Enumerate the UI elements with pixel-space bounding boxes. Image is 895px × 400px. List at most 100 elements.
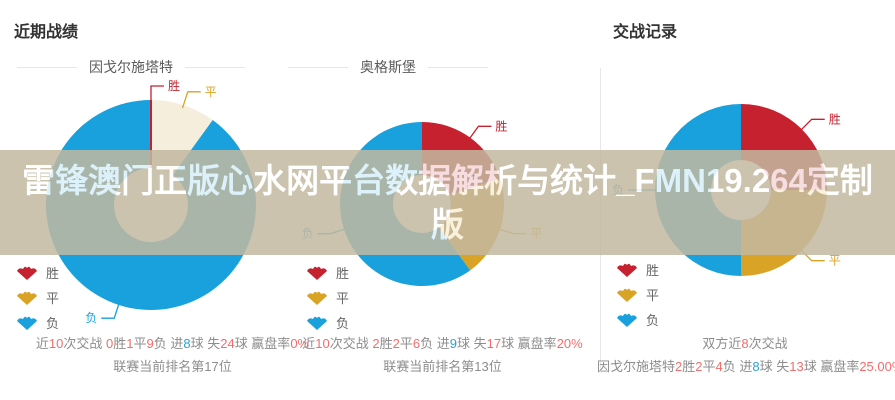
stat-segment: 13 [789,359,804,374]
decorative-line [288,66,348,68]
slice-label-win: 胜 [829,111,841,126]
legend-item-loss[interactable]: 负 [16,310,59,335]
fan-icon-win [17,266,37,280]
fan-icon-loss [307,316,327,330]
stat-segment: 次交战 [748,336,788,351]
stat-segment: 8 [752,359,760,374]
label-leader-line-draw [181,91,201,109]
stat-segment: 24 [220,336,235,351]
stat-segment: 联赛当前排名第13位 [383,359,502,374]
legend-item-loss[interactable]: 负 [616,307,659,332]
stat-segment: 25.00% [859,359,895,374]
legend-item-draw[interactable]: 平 [306,285,349,310]
legend-ingolstadt: 胜平负 [16,260,59,335]
stat-segment: 近 [302,336,316,351]
slice-label-win: 胜 [168,78,180,93]
fan-icon-win [307,266,327,280]
stat-segment: 10 [48,336,64,351]
slice-label-draw: 平 [205,85,217,99]
slice-label-win: 胜 [495,118,507,133]
stat-segment: 因戈尔施塔特 [597,359,676,374]
legend-augsburg: 胜平负 [306,260,349,335]
legend-label: 负 [646,313,660,328]
stat-segment: 胜 [379,336,393,351]
legend-label: 平 [646,288,660,303]
stat-segment: 胜 [682,359,696,374]
fan-icon-loss [17,316,37,330]
legend-label: 胜 [336,266,350,281]
rank-line: 联赛当前排名第17位 [15,356,330,375]
legend-head-to-head: 胜平负 [616,257,659,332]
decorative-line [185,66,245,68]
fan-icon-draw [307,291,327,305]
stat-segment: 次交战 [63,336,106,351]
stat-segment: 1 [126,336,134,351]
stats-block-ingolstadt: 近10次交战 0胜1平9负 进8球 失24球 赢盘率0% 联赛当前排名第17位 [15,333,330,375]
legend-label: 负 [336,316,350,331]
fan-icon-draw [17,291,37,305]
stat-segment: 0% [290,336,310,351]
stat-segment: 8 [741,336,749,351]
decorative-line [428,66,488,68]
stat-segment: 胜 [113,336,127,351]
stat-segment: 8 [183,336,191,351]
stat-segment: 次交战 [329,336,373,351]
legend-label: 胜 [46,266,60,281]
stat-segment: 2 [392,336,400,351]
fan-icon-draw [617,288,637,302]
stat-segment: 10 [315,336,330,351]
stat-segment: 双方近 [702,336,742,351]
stat-segment: 球 失 [190,336,221,351]
stat-segment: 2 [675,359,683,374]
stat-segment: 球 赢盘率 [234,336,291,351]
stat-segment: 联赛当前排名第17位 [113,359,232,374]
legend-label: 平 [46,291,60,306]
stat-segment: 平 [702,359,716,374]
team-name: 奥格斯堡 [360,59,416,75]
rank-line: 联赛当前排名第13位 [290,356,595,375]
stat-segment: 平 [133,336,147,351]
stat-segment: 球 赢盘率 [501,336,557,351]
fan-icon-loss [617,313,637,327]
stat-segment: 负 进 [153,336,184,351]
stat-segment: 球 赢盘率 [803,359,860,374]
label-leader-line-win [799,118,825,132]
legend-item-win[interactable]: 胜 [306,260,349,285]
stat-segment: 20% [556,336,583,351]
team-name: 因戈尔施塔特 [89,59,173,75]
watermark-text: 版 [431,205,464,243]
legend-item-loss[interactable]: 负 [306,310,349,335]
stat-segment: 17 [486,336,502,351]
watermark-overlay: 雷锋澳门正版心水网平台数据解析与统计_FMN19.264定制 版 [0,150,895,255]
stat-segment: 9 [449,336,457,351]
label-leader-line-win [468,125,492,141]
stat-segment: 近 [35,336,49,351]
slice-label-loss: 负 [85,311,97,325]
legend-item-draw[interactable]: 平 [616,282,659,307]
legend-label: 平 [336,291,350,306]
legend-item-draw[interactable]: 平 [16,285,59,310]
stat-segment: 球 失 [456,336,487,351]
stats-block-head-to-head: 双方近8次交战 因戈尔施塔特2胜2平4负 进8球 失13球 赢盘率25.00% [597,333,895,375]
legend-item-win[interactable]: 胜 [616,257,659,282]
stat-segment: 2 [695,359,703,374]
team-title-ingolstadt: 因戈尔施塔特 [11,58,251,76]
stats-line: 近10次交战 2胜2平6负 进9球 失17球 赢盘率20% [290,333,595,352]
stats-line: 近10次交战 0胜1平9负 进8球 失24球 赢盘率0% [15,333,330,352]
team-title-augsburg: 奥格斯堡 [268,58,508,76]
stat-segment: 负 进 [722,359,753,374]
stats-block-augsburg: 近10次交战 2胜2平6负 进9球 失17球 赢盘率20% 联赛当前排名第13位 [290,333,595,375]
rank-line: 因戈尔施塔特2胜2平4负 进8球 失13球 赢盘率25.00% [597,356,895,375]
stat-segment: 平 [399,336,413,351]
legend-label: 负 [46,316,60,331]
stats-line: 双方近8次交战 [597,333,893,352]
stat-segment: 2 [372,336,380,351]
stat-segment: 9 [146,336,154,351]
stat-segment: 球 失 [759,359,790,374]
decorative-line [17,66,77,68]
stat-segment: 0 [106,336,114,351]
legend-label: 胜 [646,263,660,278]
stat-segment: 4 [715,359,723,374]
legend-item-win[interactable]: 胜 [16,260,59,285]
